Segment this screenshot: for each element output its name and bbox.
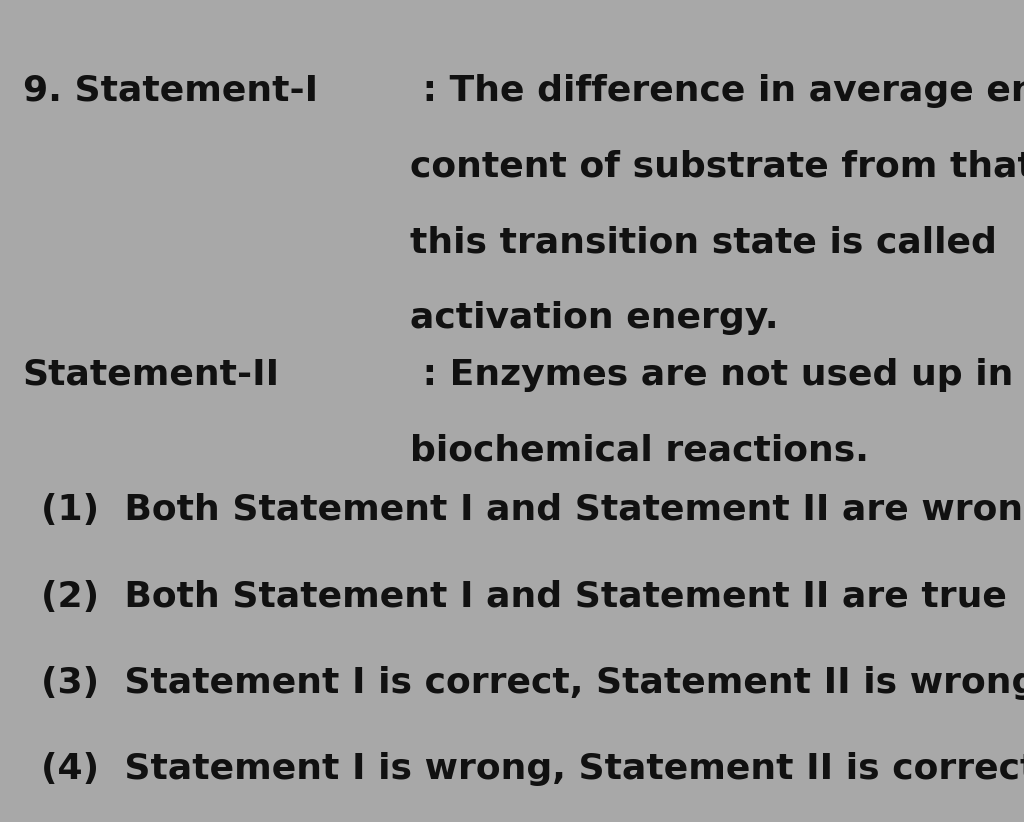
Text: Statement-II: Statement-II — [23, 358, 280, 391]
Text: (1)  Both Statement I and Statement II are wrong: (1) Both Statement I and Statement II ar… — [41, 493, 1024, 527]
Text: (3)  Statement I is correct, Statement II is wrong: (3) Statement I is correct, Statement II… — [41, 666, 1024, 700]
Text: content of substrate from that of: content of substrate from that of — [410, 150, 1024, 183]
Text: this transition state is called: this transition state is called — [410, 225, 996, 259]
Text: : Enzymes are not used up in: : Enzymes are not used up in — [410, 358, 1013, 391]
Text: biochemical reactions.: biochemical reactions. — [410, 433, 868, 467]
Text: 9. Statement-I: 9. Statement-I — [23, 74, 317, 108]
Text: (2)  Both Statement I and Statement II are true: (2) Both Statement I and Statement II ar… — [41, 580, 1007, 613]
Text: (4)  Statement I is wrong, Statement II is correct: (4) Statement I is wrong, Statement II i… — [41, 752, 1024, 786]
Text: activation energy.: activation energy. — [410, 301, 778, 335]
Text: : The difference in average energy: : The difference in average energy — [410, 74, 1024, 108]
